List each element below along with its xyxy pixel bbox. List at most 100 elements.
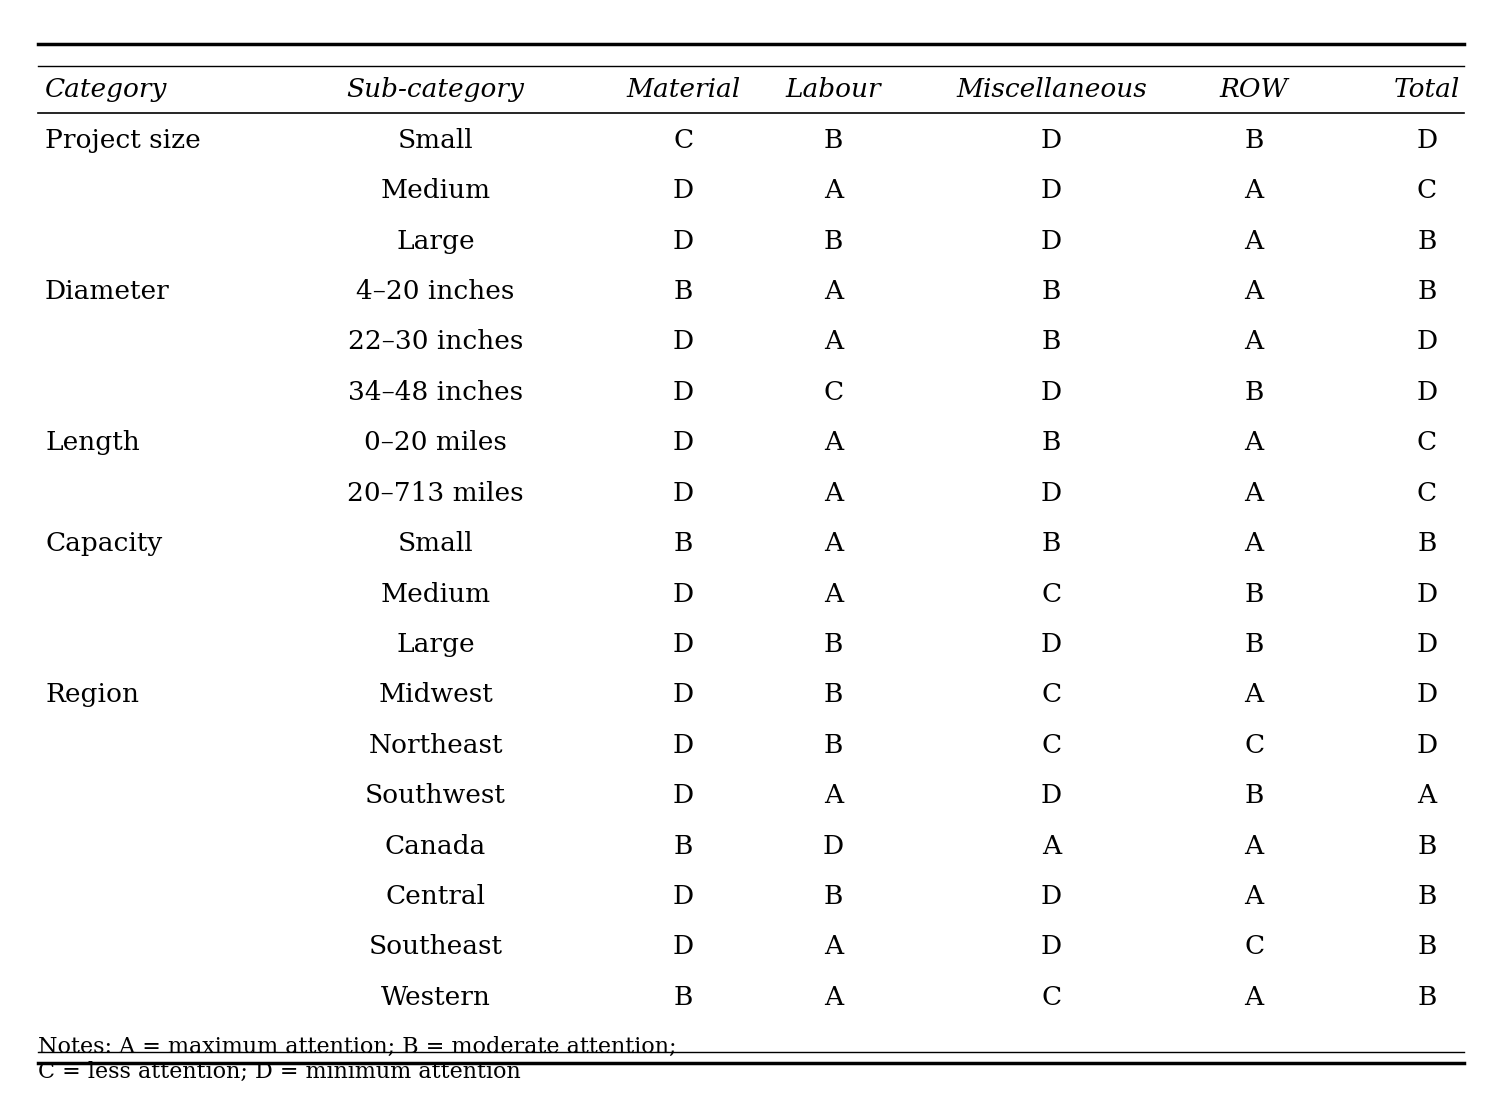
Text: C: C <box>1244 935 1265 959</box>
Text: D: D <box>673 582 694 606</box>
Text: B: B <box>1245 632 1263 657</box>
Text: A: A <box>1418 784 1436 808</box>
Text: B: B <box>674 985 692 1009</box>
Text: C: C <box>1041 582 1062 606</box>
Text: Project size: Project size <box>45 128 201 152</box>
Text: B: B <box>1418 532 1436 556</box>
Text: D: D <box>673 884 694 909</box>
Text: B: B <box>1042 431 1060 455</box>
Text: Small: Small <box>398 128 473 152</box>
Text: D: D <box>1416 128 1437 152</box>
Text: D: D <box>1416 683 1437 707</box>
Text: D: D <box>1041 380 1062 404</box>
Text: D: D <box>1041 884 1062 909</box>
Text: A: A <box>825 582 843 606</box>
Text: A: A <box>825 330 843 354</box>
Text: Southwest: Southwest <box>365 784 506 808</box>
Text: B: B <box>825 128 843 152</box>
Text: A: A <box>825 279 843 304</box>
Text: B: B <box>1042 532 1060 556</box>
Text: Total: Total <box>1394 78 1460 102</box>
Text: A: A <box>1245 229 1263 253</box>
Text: Notes: A = maximum attention; B = moderate attention;
C = less attention; D = mi: Notes: A = maximum attention; B = modera… <box>38 1036 676 1083</box>
Text: D: D <box>1041 128 1062 152</box>
Text: B: B <box>825 683 843 707</box>
Text: Southeast: Southeast <box>368 935 503 959</box>
Text: 4–20 inches: 4–20 inches <box>356 279 515 304</box>
Text: D: D <box>673 935 694 959</box>
Text: B: B <box>825 632 843 657</box>
Text: B: B <box>825 229 843 253</box>
Text: A: A <box>825 935 843 959</box>
Text: Central: Central <box>386 884 485 909</box>
Text: Canada: Canada <box>385 834 487 858</box>
Text: A: A <box>825 481 843 505</box>
Text: D: D <box>1416 582 1437 606</box>
Text: Medium: Medium <box>380 582 491 606</box>
Text: Miscellaneous: Miscellaneous <box>957 78 1146 102</box>
Text: D: D <box>673 229 694 253</box>
Text: B: B <box>825 733 843 757</box>
Text: C: C <box>1416 179 1437 203</box>
Text: A: A <box>1245 985 1263 1009</box>
Text: Region: Region <box>45 683 140 707</box>
Text: D: D <box>1041 229 1062 253</box>
Text: B: B <box>1418 985 1436 1009</box>
Text: D: D <box>673 683 694 707</box>
Text: C: C <box>1041 733 1062 757</box>
Text: D: D <box>673 784 694 808</box>
Text: Diameter: Diameter <box>45 279 170 304</box>
Text: B: B <box>674 532 692 556</box>
Text: 0–20 miles: 0–20 miles <box>363 431 508 455</box>
Text: C: C <box>673 128 694 152</box>
Text: A: A <box>1245 884 1263 909</box>
Text: B: B <box>1042 330 1060 354</box>
Text: D: D <box>823 834 844 858</box>
Text: Labour: Labour <box>786 78 882 102</box>
Text: D: D <box>673 179 694 203</box>
Text: A: A <box>825 784 843 808</box>
Text: D: D <box>673 632 694 657</box>
Text: B: B <box>1245 380 1263 404</box>
Text: Medium: Medium <box>380 179 491 203</box>
Text: A: A <box>825 179 843 203</box>
Text: A: A <box>1245 532 1263 556</box>
Text: A: A <box>825 985 843 1009</box>
Text: A: A <box>825 532 843 556</box>
Text: B: B <box>674 834 692 858</box>
Text: Small: Small <box>398 532 473 556</box>
Text: ROW: ROW <box>1220 78 1289 102</box>
Text: D: D <box>1041 784 1062 808</box>
Text: A: A <box>1245 279 1263 304</box>
Text: B: B <box>1245 582 1263 606</box>
Text: 20–713 miles: 20–713 miles <box>347 481 524 505</box>
Text: D: D <box>1416 380 1437 404</box>
Text: D: D <box>1041 179 1062 203</box>
Text: Length: Length <box>45 431 140 455</box>
Text: B: B <box>1418 884 1436 909</box>
Text: B: B <box>1418 935 1436 959</box>
Text: Large: Large <box>397 229 475 253</box>
Text: A: A <box>1042 834 1060 858</box>
Text: D: D <box>1416 330 1437 354</box>
Text: Sub-category: Sub-category <box>347 78 524 102</box>
Text: D: D <box>1041 481 1062 505</box>
Text: Midwest: Midwest <box>379 683 493 707</box>
Text: C: C <box>1244 733 1265 757</box>
Text: Western: Western <box>380 985 491 1009</box>
Text: B: B <box>1418 229 1436 253</box>
Text: B: B <box>1042 279 1060 304</box>
Text: C: C <box>1416 431 1437 455</box>
Text: D: D <box>1416 632 1437 657</box>
Text: A: A <box>1245 431 1263 455</box>
Text: A: A <box>1245 179 1263 203</box>
Text: B: B <box>1418 834 1436 858</box>
Text: Category: Category <box>45 78 167 102</box>
Text: C: C <box>1041 985 1062 1009</box>
Text: D: D <box>673 481 694 505</box>
Text: A: A <box>1245 481 1263 505</box>
Text: D: D <box>673 733 694 757</box>
Text: A: A <box>1245 330 1263 354</box>
Text: C: C <box>1416 481 1437 505</box>
Text: D: D <box>673 380 694 404</box>
